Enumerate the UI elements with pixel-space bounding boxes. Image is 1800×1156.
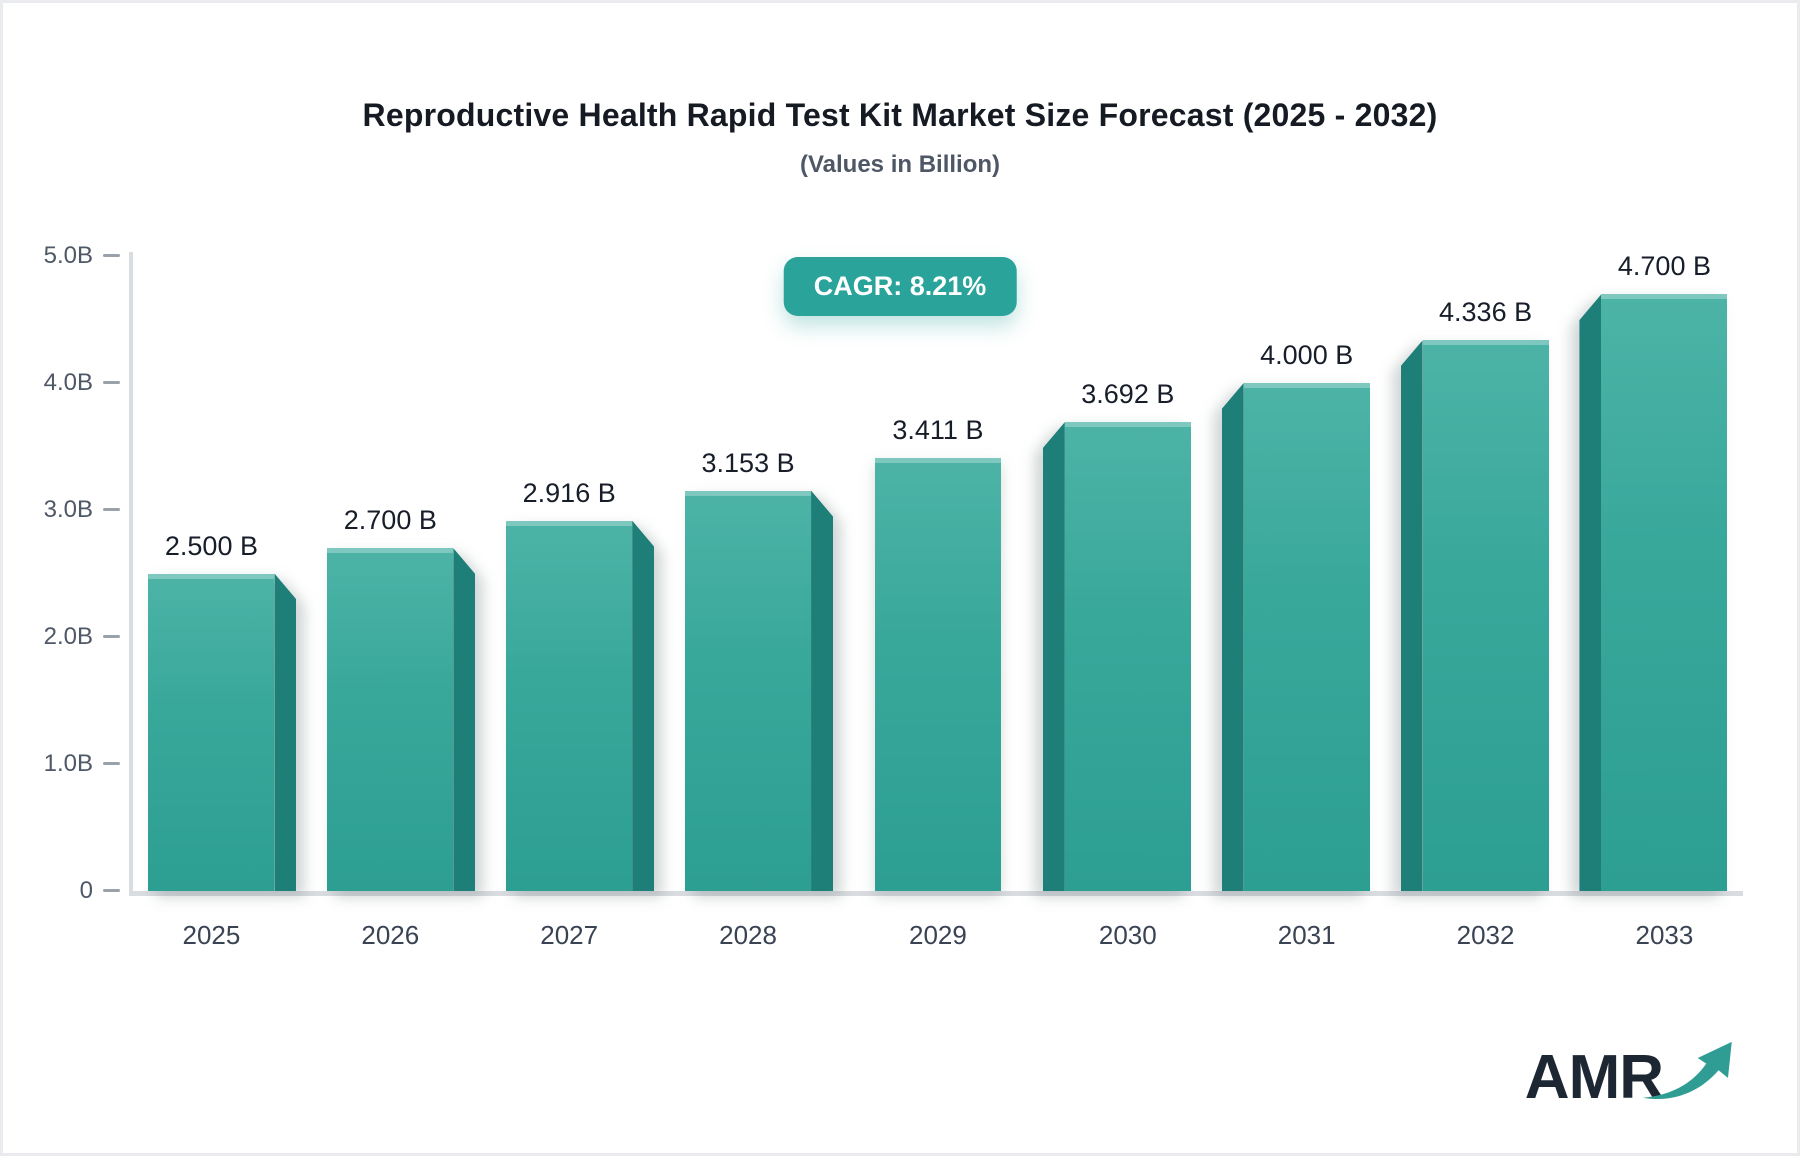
bar-3d-side bbox=[1579, 294, 1602, 891]
bar bbox=[327, 548, 476, 891]
x-axis-year-label: 2031 bbox=[1277, 920, 1336, 950]
plot-area: 2.500 B 2025 2.700 B 2026 2.916 B 2027 3.153 B… bbox=[129, 251, 1743, 950]
x-axis-year-label: 2027 bbox=[540, 920, 599, 950]
y-tick-mark bbox=[103, 762, 120, 765]
y-tick-label: 2.0B bbox=[43, 623, 93, 650]
bar-3d-side bbox=[274, 573, 297, 891]
bar-face bbox=[327, 548, 454, 891]
x-axis-year-label: 2032 bbox=[1456, 920, 1515, 950]
bar-3d-side bbox=[632, 520, 655, 891]
bar bbox=[685, 490, 834, 891]
bar bbox=[148, 573, 297, 891]
bar-face bbox=[685, 490, 812, 891]
amr-logo-text: AMR bbox=[1524, 1043, 1664, 1112]
bar-group: 4.000 B 2031 bbox=[1221, 256, 1370, 950]
bar-group: 3.692 B 2030 bbox=[1042, 256, 1191, 950]
y-tick-label: 5.0B bbox=[43, 242, 93, 269]
bar-face bbox=[1064, 422, 1191, 891]
bar-group: 2.500 B 2025 bbox=[148, 256, 297, 950]
bar-value-label: 2.916 B bbox=[522, 477, 616, 508]
amr-logo: AMR bbox=[1525, 1037, 1745, 1109]
bar-value-label: 4.000 B bbox=[1260, 340, 1354, 370]
bar-value-label: 3.692 B bbox=[1081, 379, 1175, 410]
bar-face bbox=[1601, 294, 1728, 891]
bar-value-label: 4.336 B bbox=[1439, 297, 1533, 328]
chart-title: Reproductive Health Rapid Test Kit Marke… bbox=[362, 97, 1438, 133]
x-axis-year-label: 2026 bbox=[361, 920, 420, 950]
bar bbox=[1042, 422, 1191, 891]
bar-face bbox=[506, 520, 633, 891]
bar-group: 2.916 B 2027 bbox=[506, 256, 655, 950]
x-axis-year-label: 2028 bbox=[719, 920, 777, 950]
y-tick-label: 4.0B bbox=[43, 369, 93, 396]
x-axis-year-label: 2033 bbox=[1635, 920, 1694, 950]
bar bbox=[1579, 294, 1728, 891]
bar-group: 3.411 B 2029 bbox=[864, 256, 1012, 950]
y-tick-mark bbox=[103, 254, 120, 257]
cagr-badge: CAGR: 8.21% bbox=[783, 257, 1017, 316]
bar-3d-side bbox=[453, 548, 476, 891]
bar-value-label: 3.411 B bbox=[892, 414, 984, 445]
trend-arrow-icon bbox=[1642, 1041, 1732, 1100]
bar-value-label: 3.153 B bbox=[701, 447, 795, 478]
y-tick-mark bbox=[103, 889, 120, 892]
bar-face bbox=[1422, 340, 1549, 891]
bars-container: 2.500 B 2025 2.700 B 2026 2.916 B 2027 3.153 B… bbox=[133, 251, 1743, 950]
y-tick-mark bbox=[103, 508, 120, 511]
bar-3d-side bbox=[1400, 340, 1423, 891]
bar-group: 3.153 B 2028 bbox=[685, 256, 834, 950]
bar-face bbox=[874, 457, 1001, 891]
y-tick-mark bbox=[103, 381, 120, 384]
x-axis-line bbox=[129, 891, 1743, 896]
bar bbox=[864, 457, 1012, 891]
y-tick-mark bbox=[103, 635, 120, 638]
x-axis-year-label: 2025 bbox=[182, 920, 241, 950]
y-tick-label: 0 bbox=[79, 877, 93, 904]
bar-group: 4.336 B 2032 bbox=[1400, 256, 1549, 950]
y-tick-label: 3.0B bbox=[43, 496, 93, 523]
x-axis-year-label: 2030 bbox=[1098, 920, 1157, 950]
x-axis-year-label: 2029 bbox=[909, 920, 967, 950]
bar bbox=[1400, 340, 1549, 891]
y-axis-line bbox=[129, 252, 133, 891]
bar-group: 2.700 B 2026 bbox=[327, 256, 476, 950]
bar-3d-side bbox=[1042, 422, 1065, 891]
bar bbox=[506, 520, 655, 891]
bar-group: 4.700 B 2033 bbox=[1579, 251, 1728, 950]
bar-value-label: 2.700 B bbox=[343, 505, 437, 536]
bar-value-label: 2.500 B bbox=[164, 530, 258, 561]
bar-3d-side bbox=[811, 490, 834, 891]
y-tick-label: 1.0B bbox=[43, 750, 93, 777]
bar-face bbox=[148, 573, 275, 891]
bar-face bbox=[1243, 383, 1370, 891]
chart-subtitle: (Values in Billion) bbox=[799, 151, 1001, 178]
bar-3d-side bbox=[1221, 383, 1244, 891]
bar bbox=[1221, 383, 1370, 891]
bar-value-label: 4.700 B bbox=[1617, 251, 1711, 282]
